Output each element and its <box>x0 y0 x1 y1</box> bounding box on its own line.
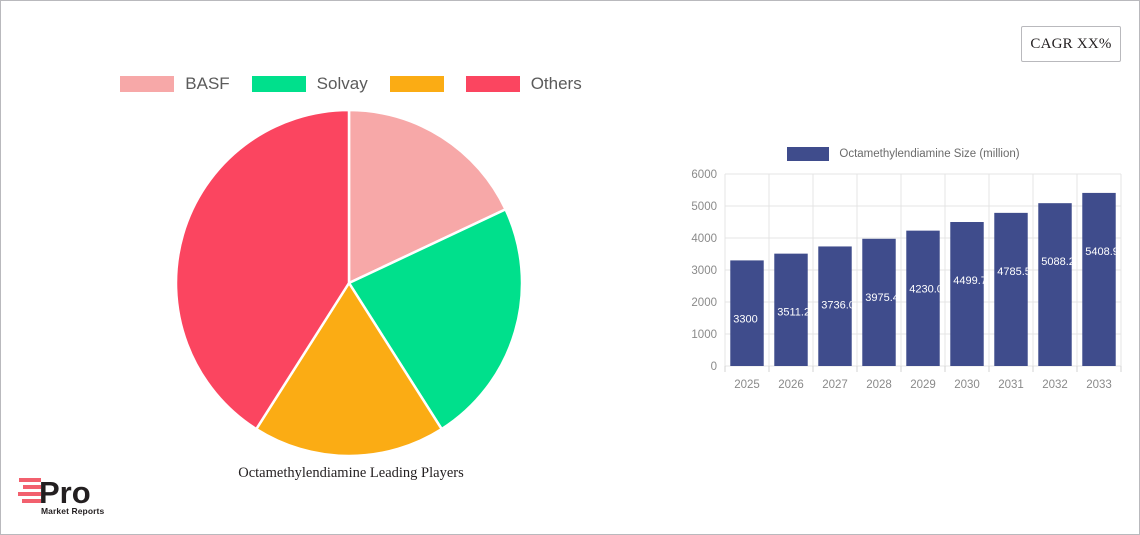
pie-chart-title: Octamethylendiamine Leading Players <box>238 465 464 481</box>
pie-legend-item[interactable]: Solvay <box>251 74 368 94</box>
x-axis-tick-label: 2030 <box>954 379 980 391</box>
pie-legend-item[interactable]: BASF <box>120 74 230 94</box>
x-axis-tick-label: 2026 <box>778 379 804 391</box>
bar[interactable] <box>730 260 764 366</box>
bar-chart-panel: Octamethylendiamine Size (million) 0 1000… <box>681 141 1126 411</box>
pie-legend-label: BASF <box>185 74 230 93</box>
cagr-badge: CAGR XX% <box>1021 26 1121 62</box>
pie-legend-label: Solvay <box>316 74 368 93</box>
bar-value-label: 3975.42 <box>865 292 905 304</box>
bar[interactable] <box>950 222 984 366</box>
bar-legend-label: Octamethylendiamine Size (million) <box>839 148 1020 160</box>
bar-value-label: 5408.91 <box>1085 246 1125 258</box>
pie-legend-item[interactable]: Others <box>465 74 582 94</box>
bar-value-label: 3300 <box>733 313 757 325</box>
y-axis-tick-label: 0 <box>711 361 717 373</box>
y-axis-tick-label: 6000 <box>691 169 717 181</box>
y-axis-tick-label: 3000 <box>691 265 717 277</box>
pie-slice[interactable] <box>175 109 351 431</box>
pie-legend-swatch <box>251 76 306 92</box>
bar[interactable] <box>818 246 852 366</box>
logo-tagline: Market Reports <box>41 506 105 516</box>
pie-legend-swatch <box>465 76 520 92</box>
bar[interactable] <box>994 212 1028 366</box>
pie-chart-panel: BASF Solvay Others Octamethylendiamine L… <box>1 61 701 501</box>
bar-series: 3300 3511.2 3736.0 3975.42 4230.04 4499.76 478… <box>730 192 1125 366</box>
bar[interactable] <box>1082 192 1116 366</box>
pie-legend-item[interactable] <box>389 76 444 92</box>
bar-value-label: 4499.76 <box>953 275 993 287</box>
bar-y-axis: 0 1000 2000 3000 4000 5000 6000 <box>691 169 717 373</box>
pie-slice[interactable] <box>254 280 444 457</box>
bar-value-label: 4785.53 <box>997 266 1037 278</box>
x-axis-tick-label: 2027 <box>822 379 848 391</box>
pie-slice[interactable] <box>347 109 508 285</box>
y-axis-tick-label: 2000 <box>691 297 717 309</box>
cagr-badge-label: CAGR XX% <box>1030 35 1112 52</box>
logo: Pro Market Reports <box>17 475 127 525</box>
x-axis-tick-label: 2028 <box>866 379 892 391</box>
logo-mark-icon: Pro <box>18 475 91 507</box>
bar-legend[interactable]: Octamethylendiamine Size (million) <box>681 147 1126 161</box>
bar-value-label: 5088.27 <box>1041 256 1081 268</box>
pie-legend-swatch <box>120 76 175 92</box>
x-axis-tick-label: 2032 <box>1042 379 1068 391</box>
x-axis-tick-label: 2033 <box>1086 379 1112 391</box>
pie-legend: BASF Solvay Others <box>1 74 701 94</box>
bar[interactable] <box>774 253 808 366</box>
y-axis-tick-label: 5000 <box>691 201 717 213</box>
bar[interactable] <box>862 238 896 366</box>
pie-slice-group <box>175 109 523 457</box>
pie-chart <box>175 109 523 457</box>
x-axis-tick-label: 2025 <box>734 379 760 391</box>
bar-value-label: 4230.04 <box>909 284 949 296</box>
svg-text:Pro: Pro <box>39 475 91 507</box>
y-axis-tick-label: 1000 <box>691 329 717 341</box>
bar[interactable] <box>906 230 940 366</box>
x-axis-tick-label: 2029 <box>910 379 936 391</box>
bar-chart: 0 1000 2000 3000 4000 5000 6000 3300 3511.2 3736… <box>691 169 1125 391</box>
bar-legend-swatch <box>787 147 830 161</box>
bar[interactable] <box>1038 203 1072 366</box>
pie-slice[interactable] <box>347 207 523 431</box>
bar-x-axis: 2025 2026 2027 2028 2029 2030 2031 2032 2033 <box>724 366 1122 391</box>
y-axis-tick-label: 4000 <box>691 233 717 245</box>
x-axis-tick-label: 2031 <box>998 379 1024 391</box>
bar-value-label: 3736.0 <box>821 299 855 311</box>
pie-legend-swatch <box>389 76 444 92</box>
bar-value-label: 3511.2 <box>777 307 810 319</box>
pie-legend-label: Others <box>530 74 582 93</box>
